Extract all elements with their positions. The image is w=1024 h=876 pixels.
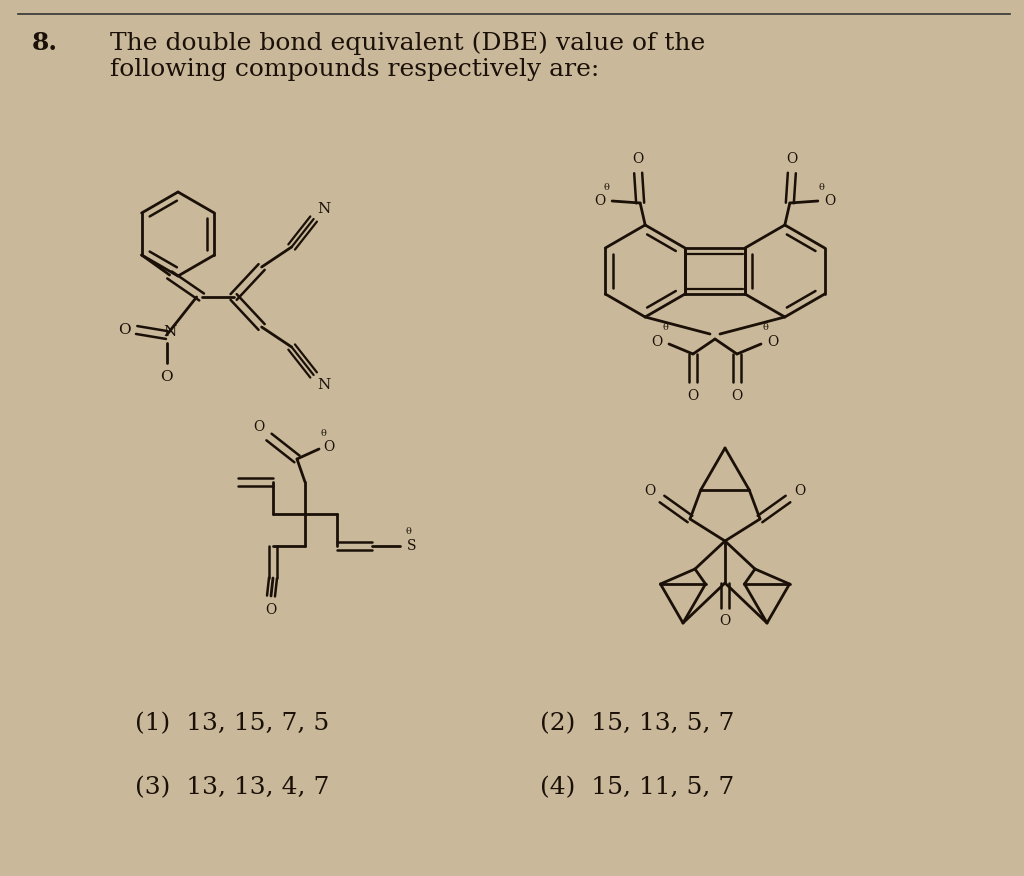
Text: N: N: [163, 325, 176, 339]
Text: O: O: [595, 194, 606, 208]
Text: O: O: [824, 194, 836, 208]
Text: θ: θ: [663, 323, 668, 333]
Text: The double bond equivalent (DBE) value of the
following compounds respectively a: The double bond equivalent (DBE) value o…: [110, 31, 706, 81]
Text: O: O: [687, 389, 698, 403]
Text: (3)  13, 13, 4, 7: (3) 13, 13, 4, 7: [135, 776, 330, 800]
Text: O: O: [253, 420, 264, 434]
Text: O: O: [731, 389, 742, 403]
Text: O: O: [633, 152, 644, 166]
Text: θ: θ: [603, 182, 609, 192]
Text: O: O: [720, 614, 731, 628]
Text: 8.: 8.: [32, 31, 58, 55]
Text: N: N: [317, 378, 331, 392]
Text: O: O: [795, 484, 806, 498]
Text: S: S: [408, 539, 417, 553]
Text: O: O: [767, 335, 778, 349]
Text: (1)  13, 15, 7, 5: (1) 13, 15, 7, 5: [135, 712, 330, 736]
Text: (4)  15, 11, 5, 7: (4) 15, 11, 5, 7: [540, 776, 734, 800]
Text: N: N: [317, 202, 331, 216]
Text: θ: θ: [321, 428, 326, 437]
Text: O: O: [644, 484, 655, 498]
Text: θ: θ: [819, 182, 824, 192]
Text: O: O: [324, 440, 335, 454]
Text: O: O: [265, 603, 276, 617]
Text: O: O: [786, 152, 798, 166]
Text: (2)  15, 13, 5, 7: (2) 15, 13, 5, 7: [540, 712, 734, 736]
Text: O: O: [161, 370, 173, 384]
Text: O: O: [119, 323, 131, 337]
Text: O: O: [651, 335, 663, 349]
Text: θ: θ: [762, 323, 768, 333]
Text: θ: θ: [406, 526, 411, 535]
